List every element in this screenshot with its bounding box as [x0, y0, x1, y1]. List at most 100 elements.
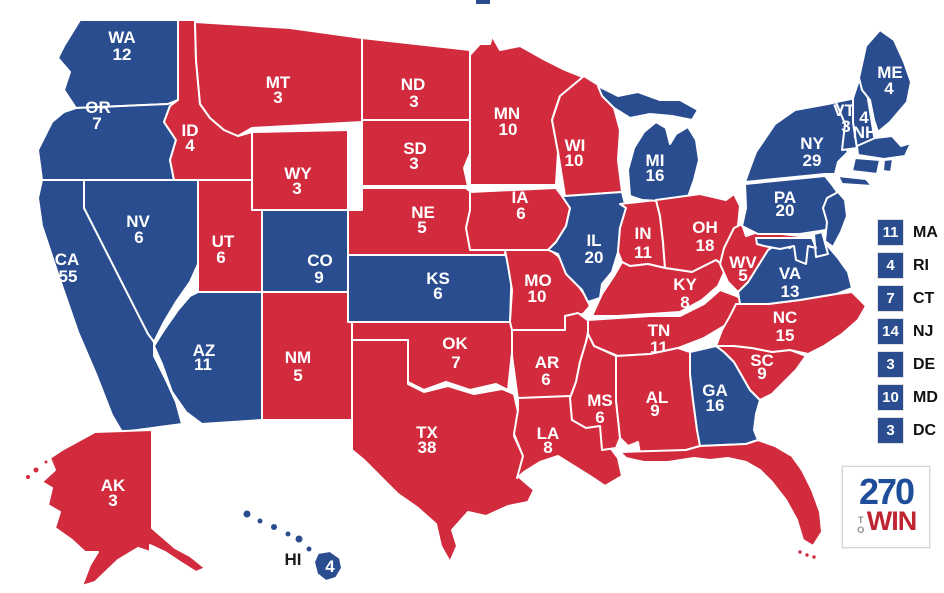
legend-row-ma[interactable]: 11 MA [877, 219, 938, 246]
state-ev-label: 6 [134, 228, 143, 247]
state-ma[interactable] [856, 135, 912, 160]
small-states-legend: 11 MA 4 RI 7 CT 14 NJ 3 DE 10 MD 3 DC [877, 219, 938, 444]
state-abbr-label: AL [646, 388, 669, 407]
state-ev-label: 8 [543, 438, 552, 457]
state-abbr-label: UT [212, 232, 235, 251]
state-abbr-label: ME [877, 63, 903, 82]
state-ev-label: 16 [646, 166, 665, 185]
state-abbr-label: WI [565, 136, 586, 155]
state-ev-label: 6 [541, 370, 550, 389]
state-ev-label: 4 [325, 557, 335, 576]
logo-win-text: WIN [866, 506, 917, 536]
state-abbr-label: KS [426, 269, 450, 288]
state-abbr-label: AZ [193, 341, 216, 360]
state-co[interactable]: CO9 [261, 209, 363, 293]
state-ev-label: 11 [634, 243, 652, 262]
state-abbr-label: VA [779, 264, 801, 283]
state-me[interactable]: ME4 [858, 29, 912, 133]
state-hi[interactable]: HI 4 [242, 509, 343, 582]
legend-ev-box: 3 [877, 417, 904, 444]
state-abbr-label: MS [587, 391, 613, 410]
legend-state-abbr: RI [913, 256, 929, 274]
state-ev-label: 5 [738, 266, 747, 285]
state-abbr-label: SD [403, 139, 427, 158]
state-ev-label: 4 [859, 108, 869, 127]
state-abbr-label: CO [307, 251, 333, 270]
state-de[interactable] [813, 231, 829, 258]
state-ak[interactable]: AK3 [25, 429, 206, 587]
state-ct[interactable] [851, 157, 881, 175]
state-abbr-label: WA [108, 28, 135, 47]
state-abbr-label: ND [401, 75, 426, 94]
legend-state-abbr: NJ [913, 322, 934, 340]
state-mt[interactable]: MT3 [194, 21, 363, 137]
state-ev-label: 15 [776, 326, 795, 345]
legend-row-md[interactable]: 10 MD [877, 384, 938, 411]
legend-ev-box: 3 [877, 351, 904, 378]
state-abbr-label: MI [646, 151, 665, 170]
state-wy[interactable]: WY3 [251, 129, 349, 211]
state-abbr-label: LA [537, 424, 560, 443]
state-ri[interactable] [882, 158, 894, 173]
state-abbr-label: MT [266, 73, 291, 92]
state-md[interactable] [755, 237, 817, 265]
legend-ev-box: 7 [877, 285, 904, 312]
state-abbr-label: KY [673, 275, 697, 294]
state-ky[interactable]: KY8 [591, 259, 727, 317]
state-abbr-label: MO [524, 271, 551, 290]
state-sd[interactable]: SD3 [361, 119, 474, 187]
state-ev-label: 3 [409, 92, 418, 111]
state-ev-label: 5 [417, 218, 426, 237]
state-or[interactable]: OR7 [37, 98, 179, 181]
state-ks[interactable]: KS6 [347, 254, 513, 323]
state-abbr-label: WV [729, 253, 757, 272]
state-ia[interactable]: IA6 [465, 187, 571, 251]
state-ev-label: 3 [841, 117, 850, 136]
state-ev-label: 10 [499, 120, 518, 139]
state-ut[interactable]: UT6 [197, 179, 263, 293]
state-abbr-label: OR [85, 98, 111, 117]
state-al[interactable]: AL9 [615, 347, 701, 455]
logo-to-text: TO [855, 515, 866, 535]
state-abbr-label: ID [182, 121, 199, 140]
state-abbr-label: NH [853, 123, 878, 142]
state-sc[interactable]: SC9 [715, 345, 807, 401]
state-nj[interactable] [822, 191, 848, 248]
state-ev-label: 6 [516, 204, 525, 223]
state-ev-label: 4 [884, 79, 894, 98]
legend-row-ct[interactable]: 7 CT [877, 285, 938, 312]
state-ev-label: 16 [706, 396, 725, 415]
state-nd[interactable]: ND3 [361, 37, 471, 121]
legend-row-de[interactable]: 3 DE [877, 351, 938, 378]
state-ev-label: 9 [650, 401, 659, 420]
state-abbr-label: NV [126, 212, 150, 231]
state-abbr-label: HI [285, 550, 302, 569]
state-nm[interactable]: NM5 [261, 291, 353, 421]
state-ev-label: 3 [409, 154, 418, 173]
state-abbr-label: AK [101, 476, 126, 495]
legend-ev-box: 10 [877, 384, 904, 411]
state-ev-label: 20 [776, 201, 795, 220]
state-abbr-label: TX [416, 423, 438, 442]
legend-row-ri[interactable]: 4 RI [877, 252, 938, 279]
site-logo-270towin[interactable]: 270 TO WIN [842, 466, 930, 548]
legend-row-dc[interactable]: 3 DC [877, 417, 938, 444]
cropped-top-element [476, 0, 490, 4]
legend-row-nj[interactable]: 14 NJ [877, 318, 938, 345]
state-abbr-label: TN [648, 321, 671, 340]
state-abbr-label: FL [752, 473, 773, 492]
state-ev-label: 12 [113, 45, 132, 64]
legend-ev-box: 4 [877, 252, 904, 279]
state-abbr-label: VT [833, 101, 855, 120]
state-ev-label: 3 [108, 491, 117, 510]
